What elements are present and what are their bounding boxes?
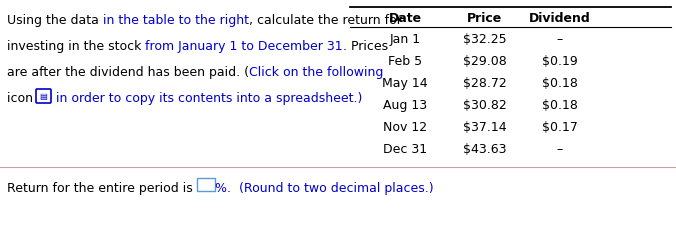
Text: are after the dividend has been paid. (: are after the dividend has been paid. (: [7, 66, 249, 79]
Text: Dec 31: Dec 31: [383, 142, 427, 155]
Text: $28.72: $28.72: [463, 77, 507, 90]
Text: icon: icon: [7, 92, 37, 105]
Text: Feb 5: Feb 5: [388, 55, 422, 68]
Text: , calculate the return for: , calculate the return for: [249, 14, 402, 27]
Text: $0.17: $0.17: [542, 121, 578, 133]
Text: from January 1 to December 31: from January 1 to December 31: [145, 40, 343, 53]
Text: in order to copy its contents into a spreadsheet.): in order to copy its contents into a spr…: [52, 92, 362, 105]
Text: –: –: [557, 142, 563, 155]
Text: ▤: ▤: [40, 92, 47, 101]
Text: $0.18: $0.18: [542, 77, 578, 90]
Text: $0.19: $0.19: [542, 55, 578, 68]
Text: in the table to the right: in the table to the right: [103, 14, 249, 27]
Text: investing in the stock: investing in the stock: [7, 40, 145, 53]
Text: May 14: May 14: [382, 77, 428, 90]
FancyBboxPatch shape: [36, 90, 51, 104]
Text: $0.18: $0.18: [542, 99, 578, 111]
Text: $37.14: $37.14: [463, 121, 507, 133]
Text: Return for the entire period is: Return for the entire period is: [7, 181, 197, 194]
Text: Aug 13: Aug 13: [383, 99, 427, 111]
Text: –: –: [557, 33, 563, 46]
Text: . Prices: . Prices: [343, 40, 388, 53]
Text: $43.63: $43.63: [463, 142, 507, 155]
Text: $29.08: $29.08: [463, 55, 507, 68]
Text: Using the data: Using the data: [7, 14, 103, 27]
FancyBboxPatch shape: [197, 178, 215, 191]
Text: Nov 12: Nov 12: [383, 121, 427, 133]
Text: $32.25: $32.25: [463, 33, 507, 46]
Text: $30.82: $30.82: [463, 99, 507, 111]
Text: Jan 1: Jan 1: [389, 33, 420, 46]
Text: Date: Date: [389, 12, 422, 25]
Text: Click on the following: Click on the following: [249, 66, 383, 79]
Text: Price: Price: [467, 12, 503, 25]
Text: Dividend: Dividend: [529, 12, 591, 25]
Text: %.  (Round to two decimal places.): %. (Round to two decimal places.): [215, 181, 433, 194]
